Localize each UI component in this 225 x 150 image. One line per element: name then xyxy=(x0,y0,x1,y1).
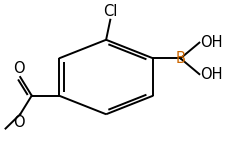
Text: O: O xyxy=(13,61,25,76)
Text: Cl: Cl xyxy=(103,4,117,19)
Text: B: B xyxy=(175,51,185,66)
Text: O: O xyxy=(13,115,25,130)
Text: OH: OH xyxy=(200,67,222,82)
Text: OH: OH xyxy=(200,35,222,50)
